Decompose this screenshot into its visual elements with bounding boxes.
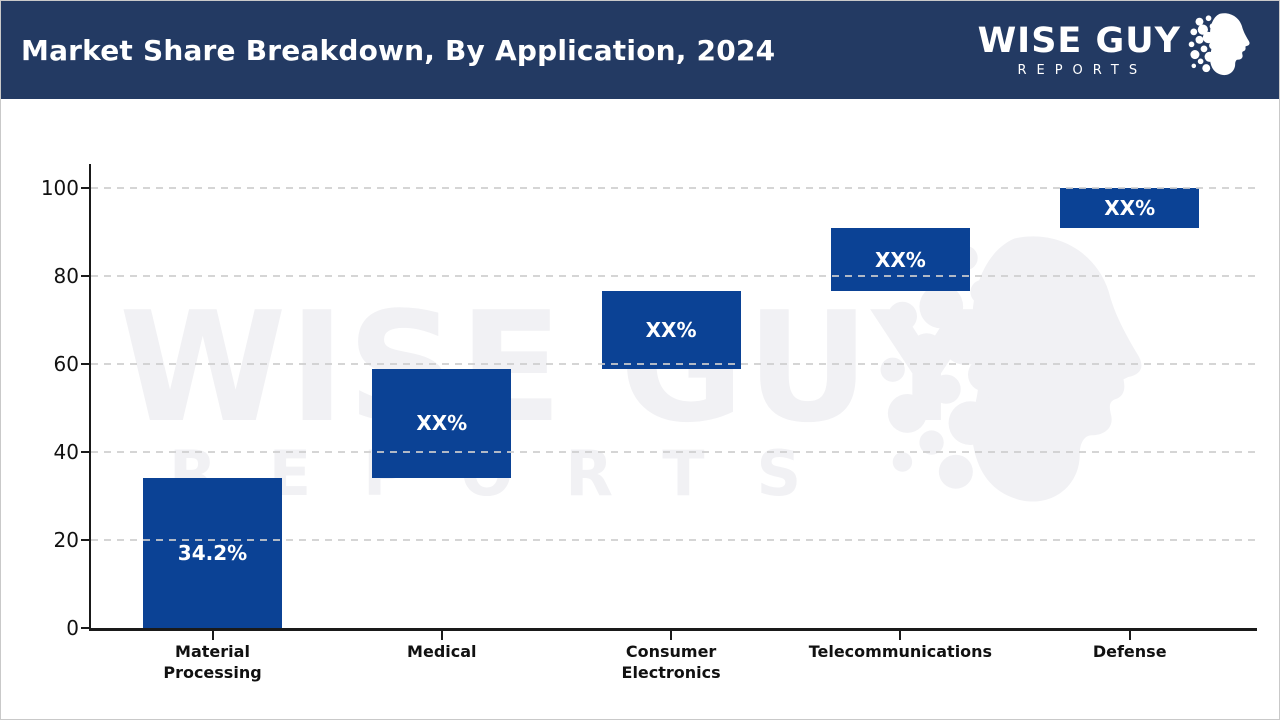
y-tick-mark-60 bbox=[81, 363, 89, 365]
bar-material-processing[interactable]: 34.2% bbox=[143, 477, 282, 628]
x-tick-mark-1 bbox=[440, 631, 443, 640]
y-tick-label-40: 40 bbox=[53, 440, 79, 464]
x-category-label-line: Processing bbox=[163, 662, 262, 682]
bar-telecommunications[interactable]: XX% bbox=[830, 228, 970, 292]
header-bar: Market Share Breakdown, By Application, … bbox=[1, 1, 1279, 99]
x-category-label: Telecommunications bbox=[809, 642, 992, 663]
brand-logo: WISE GUY REPORTS bbox=[978, 9, 1255, 91]
x-tick-mark-0 bbox=[211, 631, 214, 640]
x-category-label: Medical bbox=[407, 642, 476, 663]
x-category-label-line: Consumer bbox=[625, 642, 717, 661]
y-tick-mark-80 bbox=[81, 275, 89, 277]
waterfall-chart: WISE GUY REPORTS 02040608010034.2%XX%XX%… bbox=[1, 99, 1279, 719]
bar-value-label: XX% bbox=[416, 411, 468, 436]
gridline-80 bbox=[91, 275, 1257, 277]
bar-consumer-electronics[interactable]: XX% bbox=[601, 291, 741, 370]
brand-subname: REPORTS bbox=[1017, 62, 1148, 78]
x-tick-mark-2 bbox=[670, 631, 673, 640]
y-tick-mark-40 bbox=[81, 451, 89, 453]
y-tick-label-60: 60 bbox=[53, 352, 79, 376]
y-axis-line bbox=[89, 164, 91, 631]
x-category-label-line: Material bbox=[175, 642, 250, 661]
y-tick-label-100: 100 bbox=[40, 176, 79, 200]
y-tick-label-20: 20 bbox=[53, 528, 79, 552]
bar-value-label: XX% bbox=[645, 318, 697, 343]
bar-value-label: 34.2% bbox=[177, 540, 248, 565]
y-tick-label-80: 80 bbox=[53, 264, 79, 288]
y-tick-label-0: 0 bbox=[66, 616, 79, 640]
x-category-label-line: Electronics bbox=[621, 662, 721, 682]
gridline-100 bbox=[91, 187, 1257, 189]
brand-name: WISE GUY bbox=[977, 20, 1181, 61]
bar-defense[interactable]: XX% bbox=[1060, 188, 1200, 229]
x-category-label: Defense bbox=[1093, 642, 1167, 663]
bar-value-label: XX% bbox=[874, 247, 926, 272]
brand-face-icon bbox=[1188, 13, 1250, 76]
bar-value-label: XX% bbox=[1104, 196, 1156, 221]
x-category-label-line: Medical bbox=[407, 642, 477, 661]
y-tick-mark-100 bbox=[81, 187, 89, 189]
x-category-label-line: Telecommunications bbox=[808, 642, 993, 661]
gridline-20 bbox=[91, 539, 1257, 541]
x-tick-mark-3 bbox=[899, 631, 902, 640]
x-category-label: Material Processing bbox=[163, 642, 261, 684]
gridline-40 bbox=[91, 451, 1257, 453]
y-tick-mark-20 bbox=[81, 539, 89, 541]
x-category-label-line: Defense bbox=[1092, 642, 1167, 661]
gridline-60 bbox=[91, 363, 1257, 365]
bar-medical[interactable]: XX% bbox=[372, 369, 512, 478]
y-tick-mark-0 bbox=[81, 627, 89, 629]
x-axis-line bbox=[89, 628, 1257, 631]
x-category-label: Consumer Electronics bbox=[622, 642, 721, 684]
watermark-wordmark: WISE GUY bbox=[119, 279, 984, 456]
x-tick-mark-4 bbox=[1128, 631, 1131, 640]
page-title: Market Share Breakdown, By Application, … bbox=[21, 33, 776, 67]
brand-wordmark: WISE GUY REPORTS bbox=[977, 20, 1181, 78]
